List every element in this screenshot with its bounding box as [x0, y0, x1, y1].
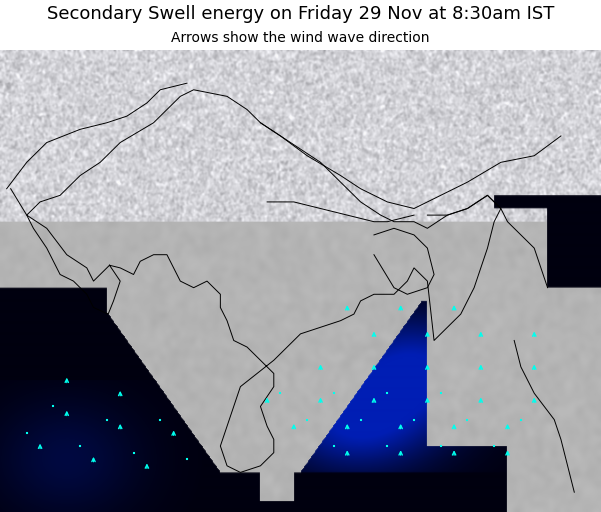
Point: [489, 442, 499, 450]
Point: [516, 416, 526, 424]
Point: [22, 429, 31, 437]
Point: [102, 416, 112, 424]
Point: [463, 416, 472, 424]
Point: [129, 449, 138, 457]
Point: [302, 416, 312, 424]
Point: [382, 389, 392, 397]
Point: [436, 442, 445, 450]
Point: [182, 455, 192, 463]
Point: [356, 416, 365, 424]
Point: [75, 442, 85, 450]
Text: Secondary Swell energy on Friday 29 Nov at 8:30am IST: Secondary Swell energy on Friday 29 Nov …: [47, 5, 554, 23]
Point: [409, 416, 419, 424]
Point: [156, 416, 165, 424]
Point: [49, 402, 58, 411]
Point: [382, 442, 392, 450]
Point: [436, 389, 445, 397]
Point: [329, 442, 339, 450]
Point: [329, 389, 339, 397]
Point: [276, 389, 285, 397]
Text: Arrows show the wind wave direction: Arrows show the wind wave direction: [171, 31, 430, 45]
